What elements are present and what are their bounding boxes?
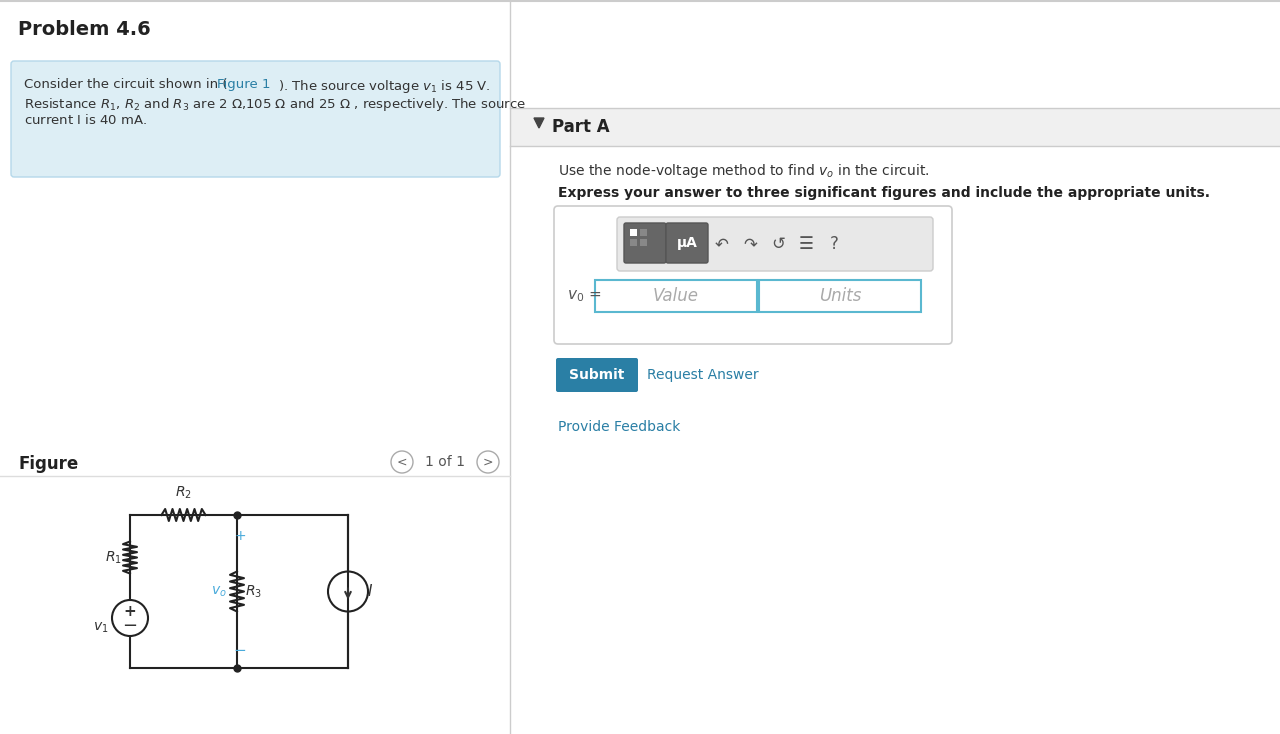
FancyBboxPatch shape [666, 223, 708, 263]
Circle shape [113, 600, 148, 636]
Text: 1 of 1: 1 of 1 [425, 455, 465, 469]
Bar [630, 229, 637, 236]
FancyBboxPatch shape [12, 61, 500, 177]
Bar [509, 108, 1280, 146]
FancyBboxPatch shape [595, 280, 756, 312]
Text: +: + [124, 603, 137, 619]
Text: $v_1$: $v_1$ [92, 621, 108, 635]
Text: Problem 4.6: Problem 4.6 [18, 20, 151, 39]
Text: $v_0$ =: $v_0$ = [567, 288, 602, 304]
Text: current $\mathrm{I}$ is 40 $\mathrm{mA}$.: current $\mathrm{I}$ is 40 $\mathrm{mA}$… [24, 113, 147, 127]
Text: $R_1$: $R_1$ [105, 549, 122, 566]
Text: <: < [397, 456, 407, 468]
Text: μA: μA [677, 236, 698, 250]
Polygon shape [534, 118, 544, 128]
Circle shape [328, 572, 369, 611]
Text: Consider the circuit shown in (: Consider the circuit shown in ( [24, 78, 228, 91]
Text: Submit: Submit [570, 368, 625, 382]
Text: Resistance $R_1$, $R_2$ and $R_3$ are 2 $\Omega$,105 $\Omega$ and 25 $\Omega$ , : Resistance $R_1$, $R_2$ and $R_3$ are 2 … [24, 96, 526, 113]
Text: $R_2$: $R_2$ [175, 484, 192, 501]
Text: ☰: ☰ [799, 235, 813, 253]
Text: Value: Value [653, 287, 699, 305]
Text: Request Answer: Request Answer [646, 368, 759, 382]
Bar [640, 229, 646, 236]
Circle shape [477, 451, 499, 473]
Text: ↶: ↶ [716, 235, 728, 253]
Text: $R_3$: $R_3$ [244, 584, 262, 600]
Text: >: > [483, 456, 493, 468]
Text: Use the node-voltage method to find $v_o$ in the circuit.: Use the node-voltage method to find $v_o… [558, 162, 929, 180]
Text: Express your answer to three significant figures and include the appropriate uni: Express your answer to three significant… [558, 186, 1210, 200]
Text: I: I [369, 584, 372, 599]
Text: +: + [234, 529, 246, 543]
Text: $v_o$: $v_o$ [211, 584, 227, 599]
Text: ?: ? [829, 235, 838, 253]
Text: ). The source voltage $v_1$ is 45 V.: ). The source voltage $v_1$ is 45 V. [278, 78, 490, 95]
FancyBboxPatch shape [625, 223, 666, 263]
Circle shape [390, 451, 413, 473]
Text: Provide Feedback: Provide Feedback [558, 420, 681, 434]
Text: Figure 1: Figure 1 [218, 78, 270, 91]
Text: −: − [123, 617, 137, 635]
Text: ↺: ↺ [771, 235, 785, 253]
Text: Figure: Figure [18, 455, 78, 473]
Text: Units: Units [819, 287, 861, 305]
FancyBboxPatch shape [556, 358, 637, 392]
Text: ↷: ↷ [744, 235, 756, 253]
FancyBboxPatch shape [554, 206, 952, 344]
Bar [640, 239, 646, 246]
FancyBboxPatch shape [759, 280, 922, 312]
Text: Part A: Part A [552, 118, 609, 136]
Bar [630, 239, 637, 246]
Text: −: − [234, 643, 246, 658]
FancyBboxPatch shape [617, 217, 933, 271]
